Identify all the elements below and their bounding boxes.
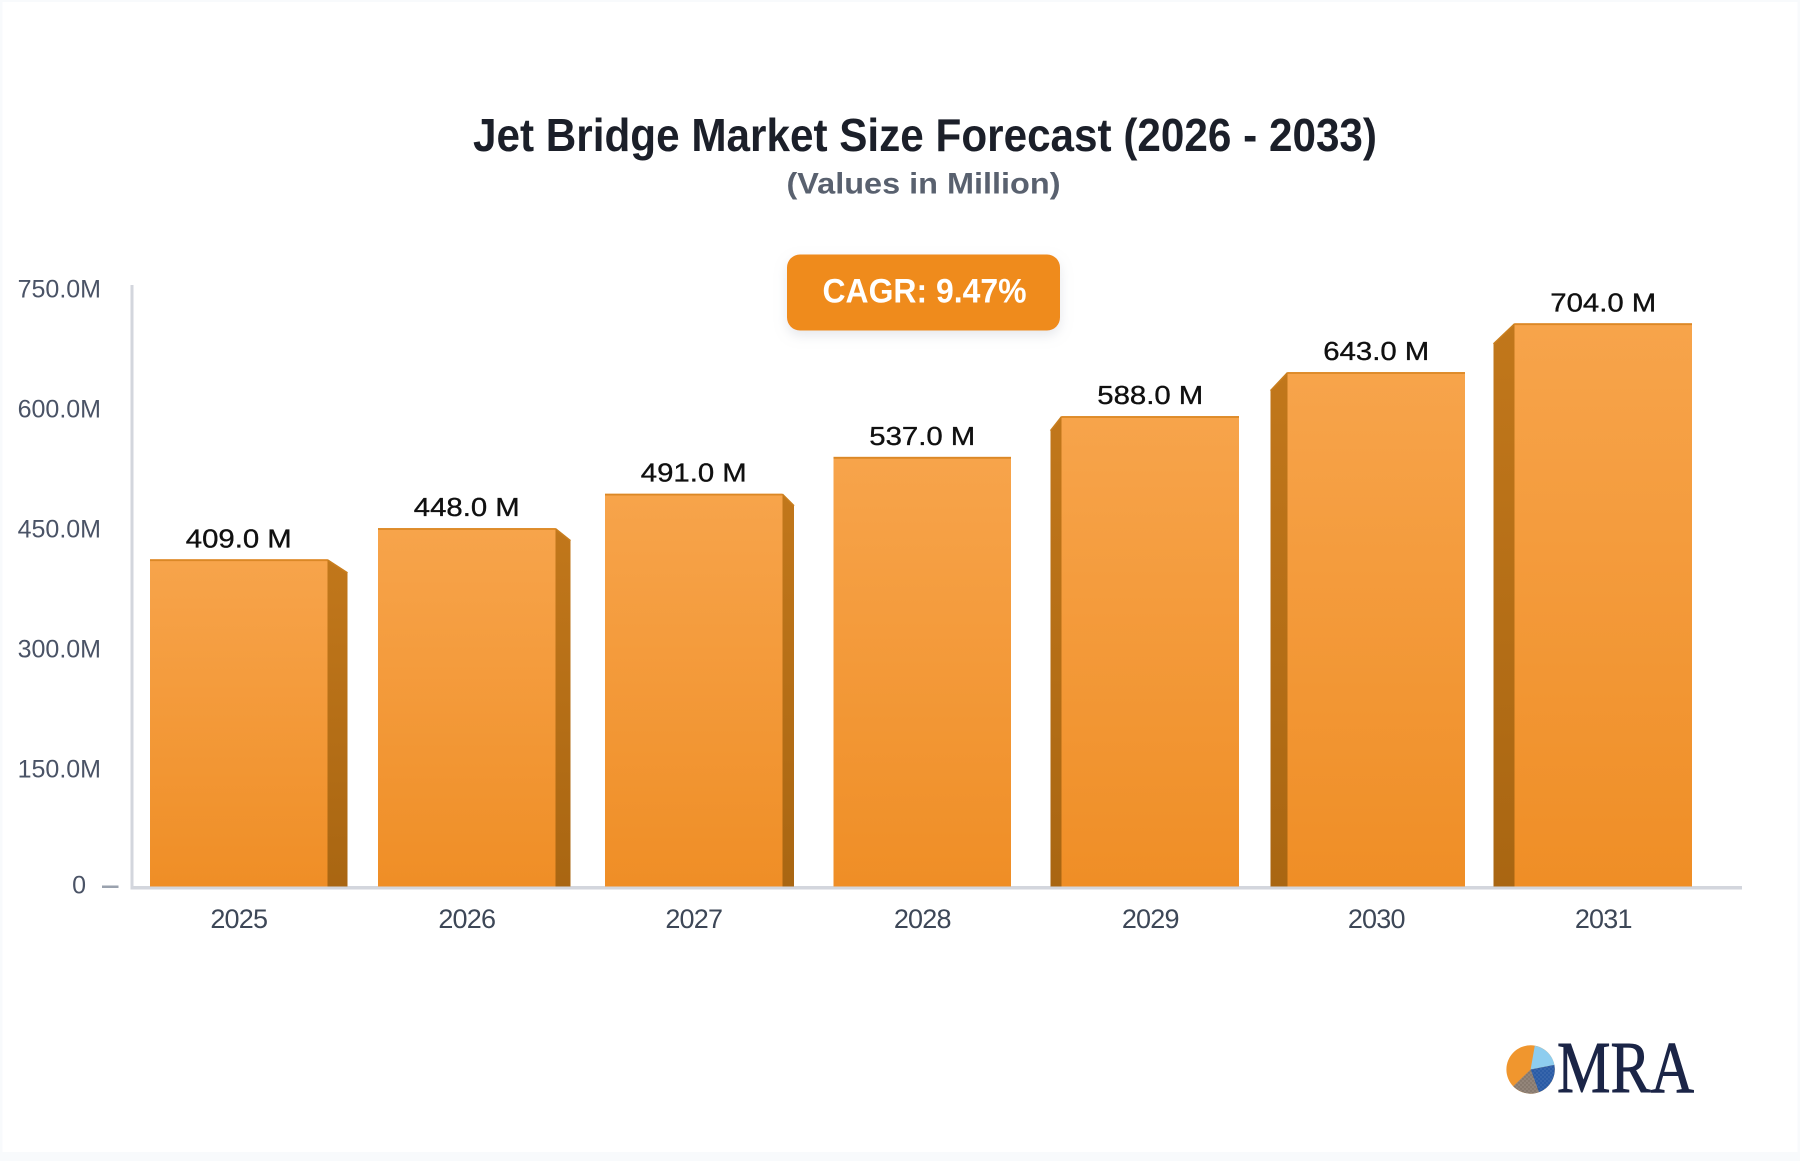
svg-text:704.0 M: 704.0 M — [1550, 287, 1656, 317]
svg-text:MRA: MRA — [1557, 1027, 1694, 1108]
svg-text:2031: 2031 — [1575, 904, 1632, 934]
svg-text:491.0 M: 491.0 M — [641, 458, 747, 488]
svg-text:588.0 M: 588.0 M — [1097, 380, 1203, 410]
svg-text:537.0 M: 537.0 M — [869, 421, 975, 451]
svg-text:2029: 2029 — [1122, 904, 1179, 934]
svg-text:643.0 M: 643.0 M — [1323, 336, 1429, 366]
svg-text:(Values in Million): (Values in Million) — [787, 168, 1061, 201]
svg-text:450.0M: 450.0M — [18, 516, 101, 544]
svg-text:2027: 2027 — [665, 904, 722, 934]
svg-text:CAGR: 9.47%: CAGR: 9.47% — [823, 273, 1027, 311]
svg-text:2028: 2028 — [894, 904, 951, 934]
svg-text:Jet Bridge Market Size Forecas: Jet Bridge Market Size Forecast (2026 - … — [473, 109, 1377, 161]
svg-text:0: 0 — [72, 872, 86, 900]
svg-text:300.0M: 300.0M — [18, 636, 101, 664]
svg-text:409.0 M: 409.0 M — [186, 523, 292, 553]
svg-text:448.0 M: 448.0 M — [414, 492, 520, 522]
svg-text:150.0M: 150.0M — [18, 756, 101, 784]
svg-text:2025: 2025 — [210, 904, 267, 934]
svg-text:750.0M: 750.0M — [18, 276, 101, 304]
svg-text:600.0M: 600.0M — [18, 396, 101, 424]
svg-text:2026: 2026 — [438, 904, 495, 934]
svg-text:2030: 2030 — [1348, 904, 1405, 934]
